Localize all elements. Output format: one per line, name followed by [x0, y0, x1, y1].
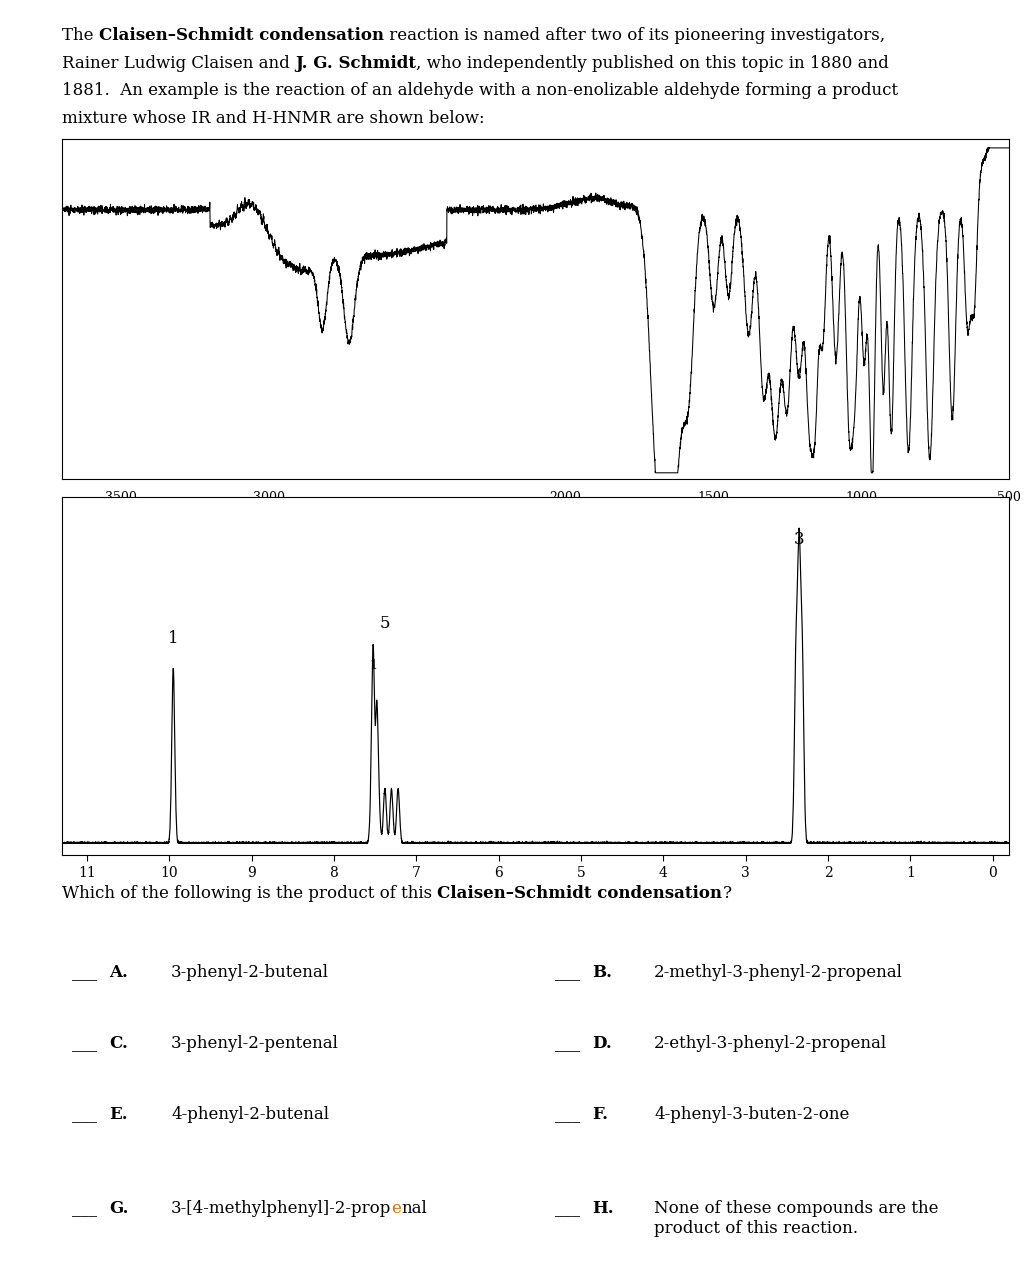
Text: 3-phenyl-2-pentenal: 3-phenyl-2-pentenal: [171, 1034, 338, 1052]
Text: 1500: 1500: [698, 492, 729, 504]
Text: The: The: [62, 27, 99, 45]
Text: 3-[4-methylphenyl]-2-prop: 3-[4-methylphenyl]-2-prop: [171, 1201, 391, 1217]
Text: D.: D.: [592, 1034, 612, 1052]
Text: 3000: 3000: [254, 492, 286, 504]
Text: Which of the following is the product of this: Which of the following is the product of…: [62, 884, 438, 902]
Text: ___: ___: [71, 964, 96, 980]
Text: ___: ___: [71, 1034, 96, 1052]
Text: B.: B.: [592, 964, 613, 980]
Text: 1881.  An example is the reaction of an aldehyde with a non-enolizable aldehyde : 1881. An example is the reaction of an a…: [62, 82, 898, 99]
Text: ?: ?: [722, 884, 732, 902]
Text: mixture whose IR and H-HNMR are shown below:: mixture whose IR and H-HNMR are shown be…: [62, 110, 484, 127]
Text: 2-ethyl-3-phenyl-2-propenal: 2-ethyl-3-phenyl-2-propenal: [654, 1034, 887, 1052]
Text: F.: F.: [592, 1106, 609, 1123]
Text: 500: 500: [997, 492, 1022, 504]
Text: . . . . .: . . . . .: [623, 492, 655, 500]
Text: 1000: 1000: [846, 492, 877, 504]
Text: 3500: 3500: [106, 492, 138, 504]
Text: 2-methyl-3-phenyl-2-propenal: 2-methyl-3-phenyl-2-propenal: [654, 964, 903, 980]
Text: J. G. Schmidt: J. G. Schmidt: [295, 55, 416, 72]
Text: C.: C.: [110, 1034, 128, 1052]
Text: ___: ___: [555, 1201, 580, 1217]
Text: 4-phenyl-3-buten-2-one: 4-phenyl-3-buten-2-one: [654, 1106, 850, 1123]
Text: A.: A.: [110, 964, 128, 980]
Text: , who independently published on this topic in 1880 and: , who independently published on this to…: [416, 55, 889, 72]
Text: H.: H.: [592, 1201, 614, 1217]
Text: e: e: [391, 1201, 402, 1217]
Text: 5: 5: [380, 616, 390, 632]
Text: 3: 3: [794, 531, 804, 548]
Text: ___: ___: [555, 1106, 580, 1123]
Text: Claisen–Schmidt condensation: Claisen–Schmidt condensation: [99, 27, 384, 45]
Text: G.: G.: [110, 1201, 129, 1217]
Text: 1: 1: [168, 631, 179, 648]
Text: nal: nal: [402, 1201, 427, 1217]
Text: 2000: 2000: [550, 492, 581, 504]
Text: None of these compounds are the
product of this reaction.: None of these compounds are the product …: [654, 1201, 939, 1236]
Text: reaction is named after two of its pioneering investigators,: reaction is named after two of its pione…: [384, 27, 885, 45]
Text: Claisen–Schmidt condensation: Claisen–Schmidt condensation: [438, 884, 722, 902]
Text: ___: ___: [555, 964, 580, 980]
Text: Rainer Ludwig Claisen and: Rainer Ludwig Claisen and: [62, 55, 295, 72]
Text: 3-phenyl-2-butenal: 3-phenyl-2-butenal: [171, 964, 329, 980]
Text: ___: ___: [71, 1201, 96, 1217]
Text: ___: ___: [71, 1106, 96, 1123]
Text: ___: ___: [555, 1034, 580, 1052]
Text: 4-phenyl-2-butenal: 4-phenyl-2-butenal: [171, 1106, 329, 1123]
Text: E.: E.: [110, 1106, 128, 1123]
Text: 1: 1: [369, 658, 378, 672]
